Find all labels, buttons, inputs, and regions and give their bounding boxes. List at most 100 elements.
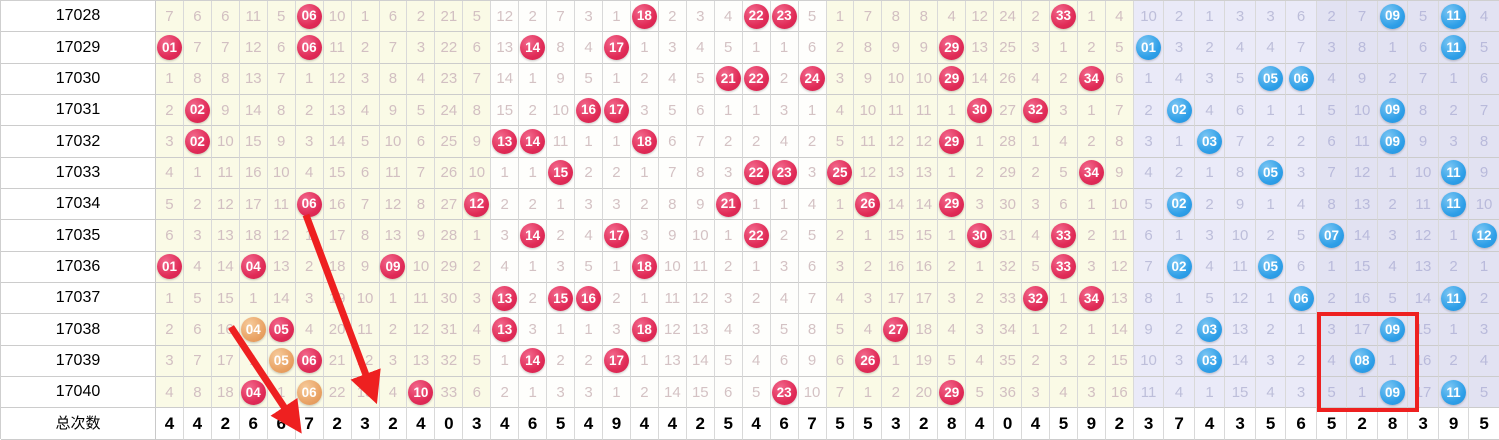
front-ball: 13 (492, 317, 518, 343)
front-cell: 13 (239, 63, 268, 96)
front-cell: 29 (435, 251, 464, 284)
front-cell: 1 (603, 251, 631, 284)
front-cell: 33 (994, 283, 1023, 315)
back-cell: 2 (1194, 32, 1226, 64)
front-cell: 13 (323, 95, 352, 127)
back-cell: 8 (1316, 189, 1348, 221)
front-cell: 10 (882, 63, 911, 96)
front-cell: 17 (603, 32, 631, 64)
front-cell: 7 (658, 157, 687, 190)
front-cell: 14 (211, 251, 240, 284)
front-cell: 06 (295, 32, 324, 64)
front-cell: 1 (575, 314, 603, 346)
back-cell: 15 (1347, 251, 1378, 284)
front-cell: 12 (882, 126, 911, 158)
front-cell: 2 (826, 220, 855, 252)
front-cell: 10 (407, 377, 436, 409)
front-cell: 4 (938, 314, 967, 346)
front-cell: 22 (435, 32, 464, 64)
front-cell: 1 (714, 95, 743, 127)
front-cell: 2 (295, 95, 324, 127)
front-cell: 16 (910, 251, 939, 284)
back-cell: 05 (1255, 63, 1287, 96)
front-cell: 29 (938, 377, 967, 409)
front-cell: 12 (491, 1, 520, 33)
front-cell: 10 (267, 157, 296, 190)
back-cell: 10 (1408, 157, 1439, 190)
front-cell: 8 (267, 95, 296, 127)
front-cell: 5 (156, 189, 184, 221)
back-ball: 03 (1197, 317, 1223, 343)
front-cell: 11 (882, 95, 911, 127)
front-cell: 02 (183, 95, 212, 127)
totals-front-cell: 9 (603, 408, 631, 440)
front-cell: 17 (910, 283, 939, 315)
front-cell: 1 (966, 126, 995, 158)
back-cell: 7 (1225, 126, 1256, 158)
front-cell: 1 (295, 63, 324, 96)
front-cell: 7 (547, 1, 576, 33)
front-cell: 13 (491, 314, 520, 346)
front-ball: 34 (1078, 160, 1104, 186)
front-cell: 7 (826, 377, 855, 409)
front-cell: 21 (714, 63, 743, 96)
front-cell: 02 (183, 126, 212, 158)
back-cell: 14 (1225, 345, 1256, 378)
front-cell: 1 (603, 1, 631, 33)
front-cell: 25 (994, 32, 1023, 64)
front-cell: 9 (686, 189, 715, 221)
front-cell: 13 (491, 32, 520, 64)
front-cell: 6 (156, 220, 184, 252)
totals-front-cell: 4 (575, 408, 603, 440)
front-cell: 2 (742, 283, 771, 315)
front-ball: 15 (548, 285, 574, 311)
back-cell: 1 (1255, 189, 1287, 221)
totals-back-cell: 4 (1194, 408, 1226, 440)
back-cell: 3 (1133, 126, 1165, 158)
front-cell: 14 (966, 63, 995, 96)
back-cell: 09 (1377, 314, 1409, 346)
front-cell: 2 (1050, 314, 1078, 346)
front-cell: 3 (714, 283, 743, 315)
front-ball: 18 (631, 129, 657, 155)
front-cell: 2 (1022, 157, 1050, 190)
draw-row: 17032 3 02 10 15 9 3 14 5 10 6 25 9 13 14 11 1 1 18 6 7 2 2 4 2 5… (1, 126, 1499, 158)
front-cell: 11 (323, 32, 352, 64)
back-cell: 5 (1225, 63, 1256, 96)
front-cell: 4 (742, 345, 771, 378)
front-cell: 5 (798, 1, 827, 33)
front-cell: 11 (379, 157, 408, 190)
back-cell: 1 (1255, 283, 1287, 315)
draw-row: 17028 7 6 6 11 5 06 10 1 6 2 21 5 12 2 7 3 1 18 2 3 4 22 23 5 1 7 8… (1, 1, 1499, 33)
draw-row: 17035 6 3 13 18 12 1 17 8 13 9 28 1 3 14 2 4 17 3 9 10 1 22 2 5 2… (1, 220, 1499, 252)
front-cell: 12 (463, 189, 492, 221)
front-ball: 12 (464, 191, 490, 217)
front-cell: 34 (1077, 157, 1106, 190)
front-cell: 34 (1077, 63, 1106, 96)
totals-front-cell: 5 (854, 408, 883, 440)
front-cell: 5 (770, 314, 799, 346)
front-cell: 20 (323, 314, 352, 346)
front-cell: 9 (1105, 157, 1134, 190)
front-cell: 5 (463, 1, 492, 33)
back-cell: 1 (1438, 220, 1470, 252)
back-cell: 1 (1133, 63, 1165, 96)
back-cell: 4 (1316, 345, 1348, 378)
back-cell: 8 (1347, 32, 1378, 64)
front-cell: 11 (239, 1, 268, 33)
front-cell: 10 (351, 283, 380, 315)
back-cell: 3 (1225, 1, 1256, 33)
totals-front-cell: 6 (267, 408, 296, 440)
front-ball: 14 (520, 223, 546, 249)
totals-front-cell: 2 (1105, 408, 1134, 440)
front-cell: 2 (519, 1, 548, 33)
front-cell: 4 (686, 32, 715, 64)
front-cell: 5 (463, 345, 492, 378)
front-cell: 12 (211, 189, 240, 221)
front-ball: 22 (743, 223, 769, 249)
front-cell: 04 (239, 314, 268, 346)
totals-back-cell: 6 (1286, 408, 1317, 440)
front-cell: 6 (1105, 63, 1134, 96)
totals-front-cell: 3 (882, 408, 911, 440)
front-cell: 10 (379, 126, 408, 158)
